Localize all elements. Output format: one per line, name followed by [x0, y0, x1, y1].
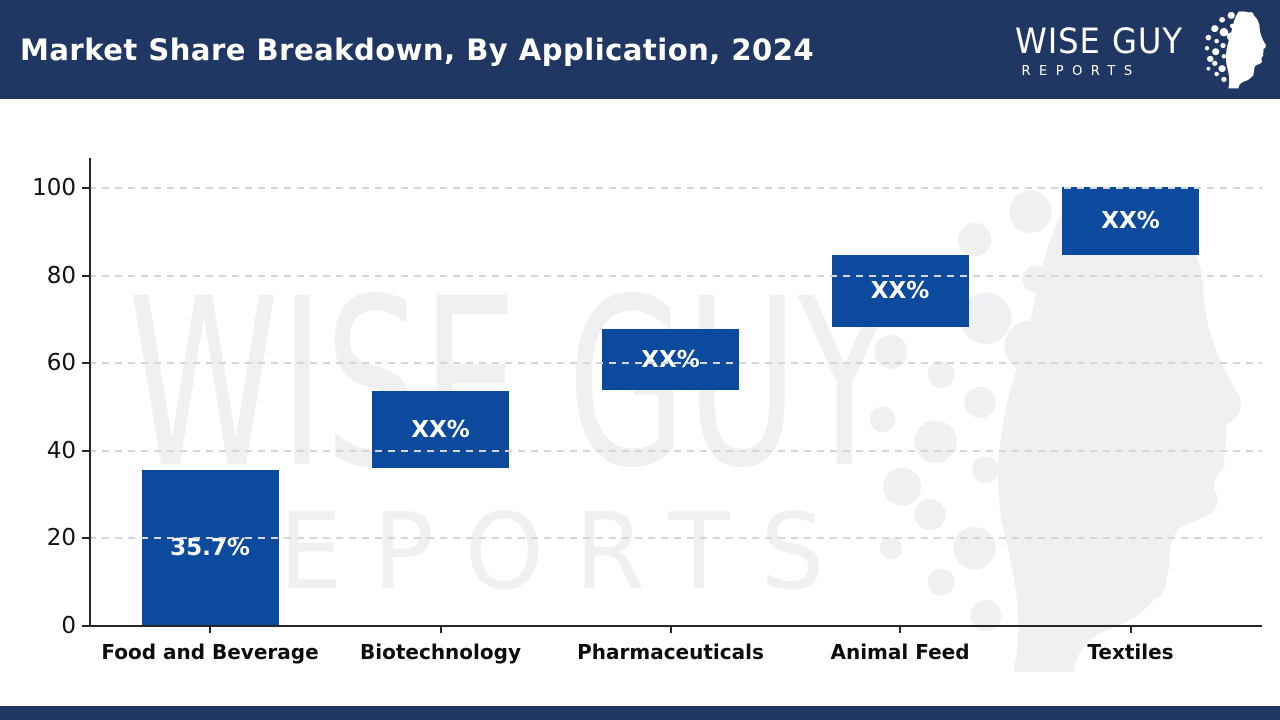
x-tick-0: [209, 626, 211, 633]
y-tick-0: [82, 625, 89, 627]
bar-value-label: XX%: [1101, 207, 1160, 234]
brand-head-icon: [1204, 11, 1266, 89]
bar-segment-4: XX%: [1062, 186, 1199, 255]
x-tick-3: [899, 626, 901, 633]
y-tick-label: 0: [61, 613, 76, 639]
brand-logo: WISE GUY REPORTS: [1015, 8, 1266, 92]
y-tick-label: 20: [46, 525, 76, 552]
y-tick-100: [82, 187, 89, 189]
y-tick-20: [82, 537, 89, 540]
x-tick-2: [669, 626, 672, 633]
gridline-100: [89, 187, 1262, 189]
gridline-80: [89, 274, 1262, 277]
y-tick-60: [82, 362, 89, 365]
gridline-60: [89, 362, 1262, 365]
x-axis-line: [89, 625, 1262, 627]
bar-segment-0: 35.7%: [141, 469, 279, 626]
y-tick-label: 40: [46, 437, 76, 464]
bar-value-label: XX%: [641, 346, 700, 373]
y-tick-80: [82, 274, 89, 277]
brand-name: WISE GUY: [1015, 21, 1184, 62]
bar-value-label: XX%: [411, 416, 470, 443]
bar-value-label: XX%: [870, 278, 930, 305]
gridline-20: [89, 537, 1262, 540]
footer-bar: [0, 706, 1280, 720]
page-title: Market Share Breakdown, By Application, …: [20, 32, 815, 67]
x-category-label: Animal Feed: [830, 640, 970, 664]
y-axis-line: [89, 158, 91, 627]
x-tick-4: [1129, 626, 1132, 633]
header-bar: Market Share Breakdown, By Application, …: [0, 0, 1280, 99]
x-tick-1: [439, 626, 442, 633]
y-tick-label: 60: [46, 350, 76, 377]
brand-logo-text: WISE GUY REPORTS: [1015, 22, 1198, 79]
gridline-40: [89, 449, 1262, 452]
bar-segment-3: XX%: [831, 255, 969, 328]
y-tick-label: 100: [32, 175, 76, 201]
y-tick-40: [82, 449, 89, 452]
y-tick-label: 80: [46, 262, 76, 289]
x-category-label: Food and Beverage: [101, 640, 319, 664]
bar-segment-2: XX%: [602, 329, 739, 390]
x-category-label: Textiles: [1087, 640, 1174, 664]
bar-segment-1: XX%: [372, 391, 509, 469]
brand-subname: REPORTS: [1021, 63, 1141, 79]
x-category-label: Pharmaceuticals: [577, 640, 764, 664]
x-category-label: Biotechnology: [360, 640, 521, 664]
